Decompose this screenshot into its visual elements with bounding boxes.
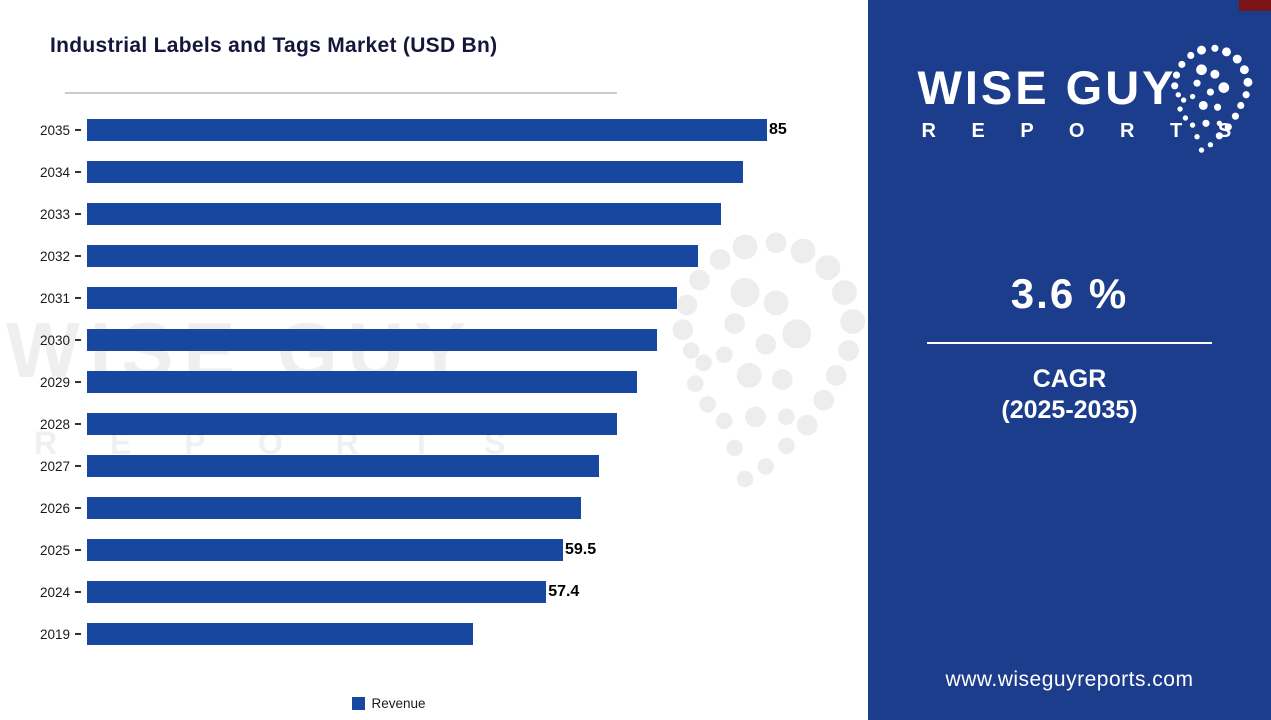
y-axis-tick <box>75 129 81 131</box>
y-axis-tick <box>75 213 81 215</box>
revenue-bar <box>87 371 637 393</box>
revenue-bar <box>87 539 563 561</box>
cagr-label: CAGR <box>1032 365 1107 393</box>
y-axis-label: 2032 <box>39 248 70 264</box>
bar-row: 2026 <box>8 487 787 529</box>
y-axis-label: 2028 <box>39 416 70 432</box>
brand-sidebar: WISE GUY R E P O R T S 3 <box>868 0 1271 720</box>
bar-row: 2028 <box>8 403 787 445</box>
cagr-divider <box>927 342 1212 344</box>
bar-row: 2032 <box>8 235 787 277</box>
bar-row: 2035 85 <box>8 109 787 151</box>
chart-title: Industrial Labels and Tags Market (USD B… <box>50 34 498 57</box>
bar-row: 2034 <box>8 151 787 193</box>
y-axis-tick <box>75 339 81 341</box>
revenue-bar <box>87 329 657 351</box>
wiseguy-logo: WISE GUY R E P O R T S <box>890 44 1252 178</box>
bar-row: 2033 <box>8 193 787 235</box>
revenue-bar <box>87 245 699 267</box>
y-axis-label: 2031 <box>39 290 70 306</box>
brand-name: WISE GUY <box>917 61 1177 114</box>
chart-legend: Revenue <box>0 696 778 711</box>
y-axis-tick <box>75 549 81 551</box>
bar-row: 2029 <box>8 361 787 403</box>
revenue-bar <box>87 413 618 435</box>
y-axis-tick <box>75 591 81 593</box>
revenue-bar <box>87 161 743 183</box>
watermark-head-icon <box>672 232 866 488</box>
bar-value-label: 59.5 <box>565 541 597 558</box>
revenue-bar <box>87 455 599 477</box>
y-axis-label: 2030 <box>39 332 70 348</box>
y-axis-label: 2027 <box>39 458 70 474</box>
revenue-bar <box>87 581 547 603</box>
y-axis-tick <box>75 465 81 467</box>
title-divider <box>65 92 617 94</box>
bar-row: 2031 <box>8 277 787 319</box>
y-axis-label: 2035 <box>39 122 70 138</box>
top-right-accent <box>1239 0 1271 11</box>
bar-row: 2027 <box>8 445 787 487</box>
legend-swatch-icon <box>352 697 366 710</box>
revenue-bar <box>87 287 678 309</box>
bar-row: 2030 <box>8 319 787 361</box>
brand-subtitle: R E P O R T S <box>921 120 1247 142</box>
revenue-bar <box>87 203 721 225</box>
y-axis-label: 2025 <box>39 542 70 558</box>
y-axis-tick <box>75 297 81 299</box>
bar-value-label: 57.4 <box>548 583 580 600</box>
bar-row: 2025 59.5 <box>8 529 787 571</box>
cagr-value: 3.6 % <box>1010 270 1129 317</box>
y-axis-label: 2024 <box>39 584 70 600</box>
bar-row: 2024 57.4 <box>8 571 787 613</box>
y-axis-tick <box>75 423 81 425</box>
legend-label: Revenue <box>371 696 426 711</box>
wiseguy-head-icon <box>1170 44 1252 153</box>
revenue-bar <box>87 623 473 645</box>
website-url: www.wiseguyreports.com <box>945 668 1194 691</box>
cagr-period: (2025-2035) <box>1001 396 1138 425</box>
y-axis-label: 2026 <box>39 500 70 516</box>
revenue-bar <box>87 119 767 141</box>
bar-row: 2019 <box>8 613 787 655</box>
y-axis-label: 2029 <box>39 374 70 390</box>
y-axis-label: 2019 <box>39 626 70 642</box>
y-axis-label: 2034 <box>39 164 70 180</box>
y-axis-tick <box>75 507 81 509</box>
y-axis-label: 2033 <box>39 206 70 222</box>
y-axis-tick <box>75 255 81 257</box>
y-axis-tick <box>75 633 81 635</box>
revenue-bar <box>87 497 582 519</box>
y-axis-tick <box>75 171 81 173</box>
bar-value-label: 85 <box>769 121 787 138</box>
chart-area: WISE GUY R E P O R T S Industrial Labels… <box>0 34 866 711</box>
bar-plot: 2035 85 2034 2033 2032 2031 2030 2029 2028 2027 20… <box>8 109 787 655</box>
y-axis-tick <box>75 381 81 383</box>
cagr-block: 3.6 % CAGR (2025-2035) <box>927 270 1212 427</box>
